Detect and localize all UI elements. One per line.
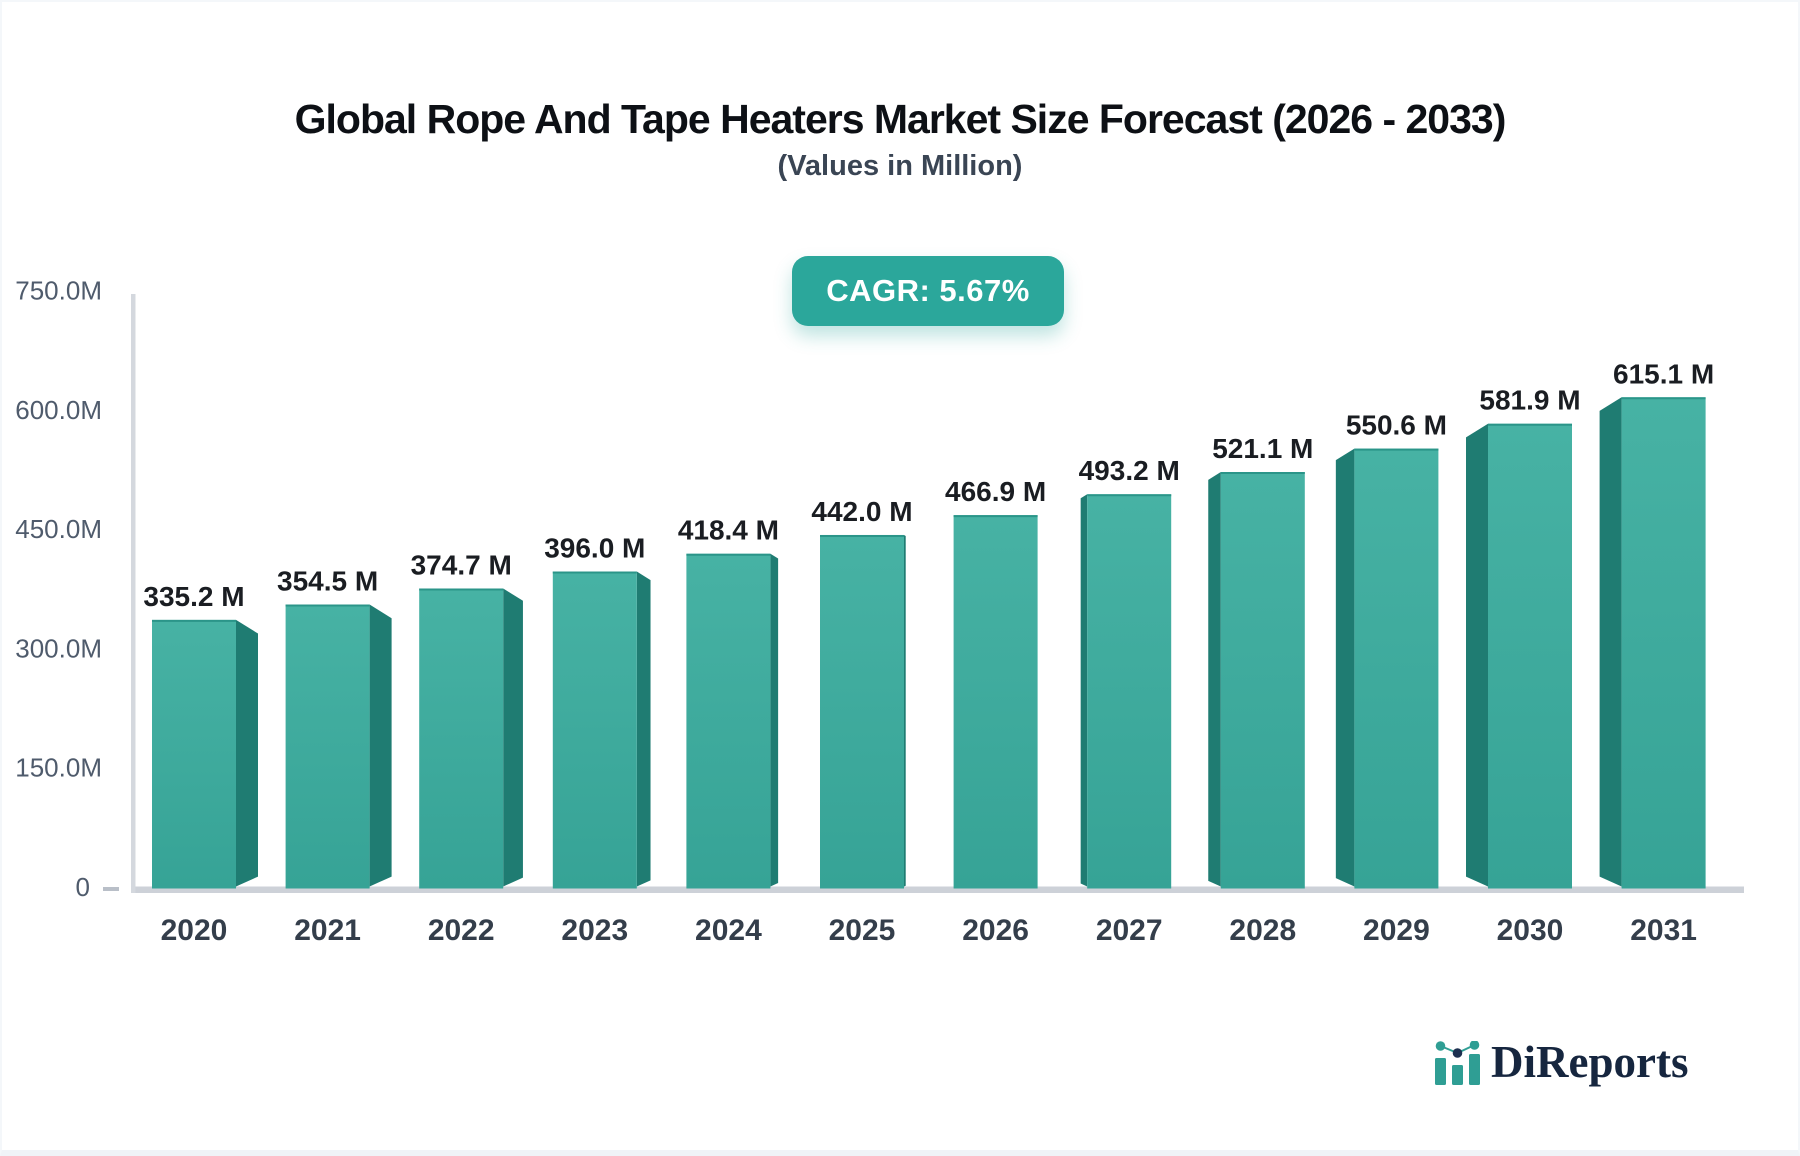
bar-side-face (369, 604, 392, 887)
bar-value-label: 493.2 M (1079, 455, 1180, 486)
bar-value-label: 354.5 M (277, 566, 378, 597)
bar-2027: 493.2 M 2027 (1079, 455, 1180, 947)
y-tick-label-150: 150.0M (15, 753, 102, 783)
x-category-label-2031: 2031 (1630, 914, 1697, 947)
bar-value-label: 581.9 M (1479, 385, 1580, 416)
bar-value-label: 466.9 M (945, 476, 1046, 507)
bar-front-face (686, 553, 771, 889)
bar-2024: 418.4 M 2024 (678, 515, 779, 947)
x-axis-baseline (131, 886, 1744, 893)
bar-2022: 374.7 M 2022 (411, 549, 523, 947)
direports-logo: DiReports (1434, 1040, 1688, 1085)
x-category-label-2027: 2027 (1096, 914, 1163, 947)
bar-side-face (503, 588, 523, 887)
y-tick-label-600: 600.0M (15, 395, 102, 425)
bar-2028: 521.1 M 2028 (1208, 433, 1313, 947)
y-tick-label-300: 300.0M (15, 633, 102, 663)
bar-value-label: 418.4 M (678, 515, 779, 546)
y-tick-label-450: 450.0M (15, 514, 102, 544)
cagr-badge: CAGR: 5.67% (792, 256, 1064, 326)
bar-front-face (1354, 448, 1439, 889)
bar-front-face (152, 619, 236, 889)
logo-bar-chart-icon (1435, 1041, 1480, 1085)
bar-side-face (1466, 423, 1488, 887)
x-category-label-2030: 2030 (1497, 914, 1564, 947)
logo-text: DiReports (1491, 1037, 1689, 1087)
bar-side-face (1080, 494, 1088, 887)
bar-2023: 396.0 M 2023 (544, 533, 651, 947)
x-category-label-2022: 2022 (428, 914, 495, 947)
bar-front-face (1488, 423, 1572, 889)
x-category-label-2023: 2023 (561, 914, 628, 947)
bar-side-face (236, 619, 258, 887)
x-category-label-2029: 2029 (1363, 914, 1430, 947)
bar-2030: 581.9 M 2030 (1466, 385, 1581, 947)
y-tick-label-750: 750.0M (15, 276, 102, 306)
bar-side-face (1335, 448, 1355, 887)
cagr-badge-label: CAGR: 5.67% (826, 273, 1030, 308)
x-category-label-2021: 2021 (294, 914, 361, 947)
bar-2021: 354.5 M 2021 (277, 566, 392, 947)
bar-value-label: 521.1 M (1212, 433, 1313, 464)
bar-value-label: 396.0 M (544, 533, 645, 564)
x-category-label-2024: 2024 (695, 914, 762, 947)
bar-2029: 550.6 M 2029 (1335, 410, 1447, 947)
x-category-label-2025: 2025 (829, 914, 896, 947)
chart-subtitle: (Values in Million) (777, 150, 1023, 182)
bar-front-face (1621, 397, 1706, 889)
x-category-label-2028: 2028 (1229, 914, 1296, 947)
bar-side-face (904, 534, 906, 887)
bar-front-face (820, 534, 904, 889)
chart-title: Global Rope And Tape Heaters Market Size… (294, 96, 1507, 142)
bar-side-face (1208, 472, 1221, 887)
bar-value-label: 615.1 M (1613, 358, 1714, 389)
bar-front-face (1087, 494, 1172, 889)
bar-2031: 615.1 M 2031 (1599, 358, 1714, 947)
bar-side-face (770, 553, 779, 887)
bar-front-face (953, 515, 1038, 889)
bar-side-face (1599, 397, 1622, 887)
x-category-label-2020: 2020 (161, 914, 228, 947)
bar-2020: 335.2 M 2020 (143, 581, 258, 947)
bar-front-face (285, 604, 370, 889)
y-tick-label-0: 0 (76, 872, 90, 902)
bar-value-label: 374.7 M (411, 549, 512, 580)
bar-value-label: 550.6 M (1346, 410, 1447, 441)
x-category-label-2026: 2026 (962, 914, 1029, 947)
bar-2026: 466.9 M 2026 (945, 476, 1046, 947)
bar-front-face (552, 571, 637, 889)
bar-value-label: 442.0 M (811, 496, 912, 527)
bar-side-face (636, 571, 651, 887)
bar-2025: 442.0 M 2025 (811, 496, 912, 947)
bar-front-face (1220, 472, 1305, 889)
y-axis-line (131, 294, 136, 893)
bar-value-label: 335.2 M (143, 581, 244, 612)
bar-front-face (419, 588, 504, 889)
